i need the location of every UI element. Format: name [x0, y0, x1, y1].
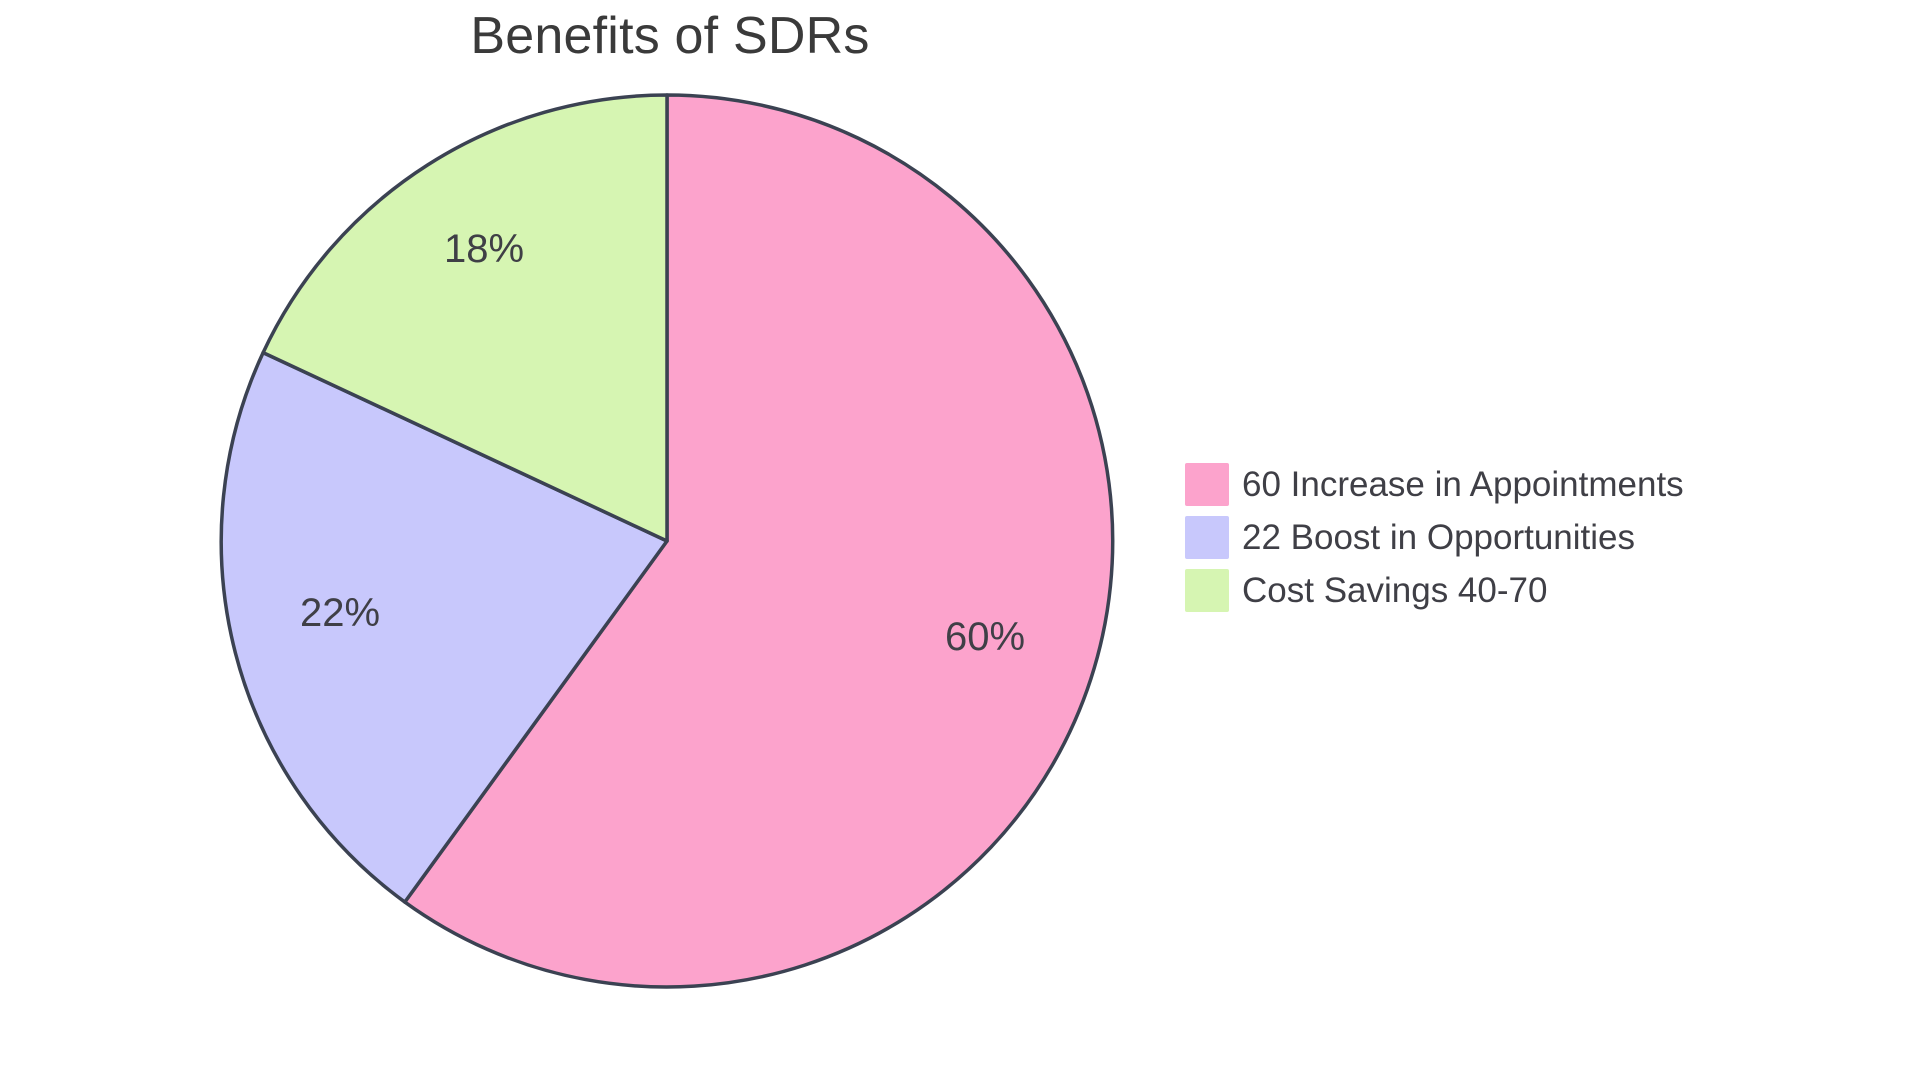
- pie-slice-label-60: 60%: [945, 615, 1025, 659]
- legend-swatch-icon-pink: [1185, 463, 1229, 506]
- legend-item-60-increase-in-appointments[interactable]: 60 Increase in Appointments: [1185, 458, 1785, 511]
- chart-legend: 60 Increase in Appointments 22 Boost in …: [1185, 458, 1785, 617]
- chart-title: Benefits of SDRs: [470, 7, 870, 65]
- pie-slice-label-22: 22%: [300, 591, 380, 635]
- pie-slice-cost-savings-40-70[interactable]: [261, 93, 669, 543]
- legend-item-cost-savings-40-70[interactable]: Cost Savings 40-70: [1185, 564, 1785, 617]
- pie-svg: 60% 22% 18%: [219, 93, 1115, 989]
- legend-item-22-boost-in-opportunities[interactable]: 22 Boost in Opportunities: [1185, 511, 1785, 564]
- legend-label-22-boost-in-opportunities: 22 Boost in Opportunities: [1242, 518, 1636, 557]
- pie-slice-60-increase-in-appointments[interactable]: [403, 93, 1115, 989]
- legend-label-cost-savings-40-70: Cost Savings 40-70: [1242, 571, 1548, 610]
- legend-swatch-icon-purple: [1185, 516, 1229, 559]
- legend-swatch-icon-green: [1185, 569, 1229, 612]
- pie-slice-label-18: 18%: [444, 227, 524, 271]
- legend-label-60-increase-in-appointments: 60 Increase in Appointments: [1242, 465, 1684, 504]
- pie-plot-area: 60% 22% 18%: [219, 93, 1115, 989]
